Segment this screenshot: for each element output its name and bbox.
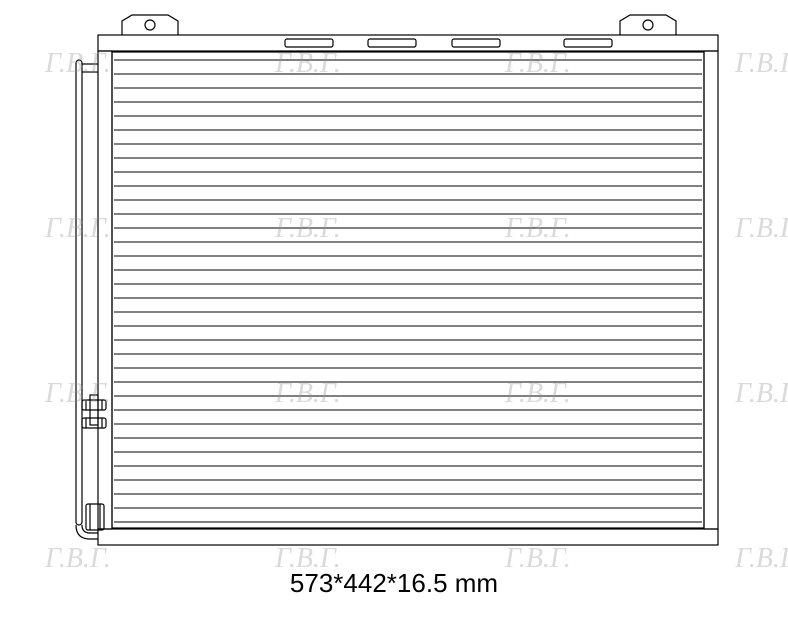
dimension-label: 573*442*16.5 mm: [290, 568, 498, 599]
condenser-drawing: [0, 0, 788, 617]
